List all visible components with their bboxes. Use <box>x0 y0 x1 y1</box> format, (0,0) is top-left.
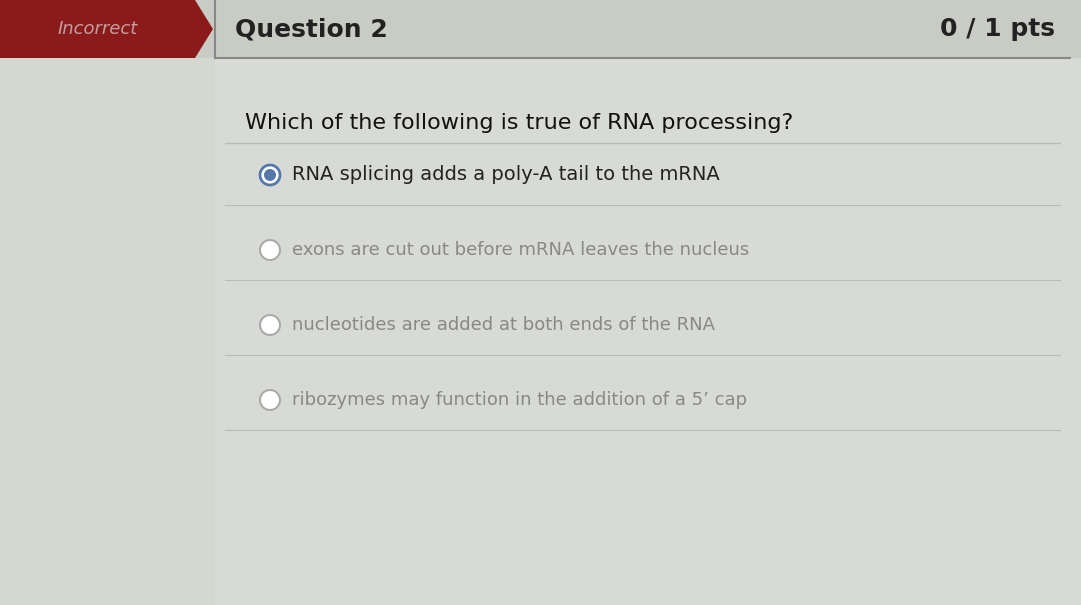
Circle shape <box>261 165 280 185</box>
Text: exons are cut out before mRNA leaves the nucleus: exons are cut out before mRNA leaves the… <box>292 241 749 259</box>
Text: Question 2: Question 2 <box>235 17 388 41</box>
FancyBboxPatch shape <box>215 58 1081 605</box>
FancyBboxPatch shape <box>0 0 1081 58</box>
Text: Which of the following is true of RNA processing?: Which of the following is true of RNA pr… <box>245 113 793 133</box>
Polygon shape <box>0 0 213 58</box>
Circle shape <box>261 240 280 260</box>
Circle shape <box>261 315 280 335</box>
Text: 0 / 1 pts: 0 / 1 pts <box>940 17 1055 41</box>
Text: RNA splicing adds a poly-A tail to the mRNA: RNA splicing adds a poly-A tail to the m… <box>292 166 720 185</box>
Text: ribozymes may function in the addition of a 5’ cap: ribozymes may function in the addition o… <box>292 391 747 409</box>
Circle shape <box>264 169 276 181</box>
Text: Incorrect: Incorrect <box>57 20 137 38</box>
Circle shape <box>261 390 280 410</box>
Text: nucleotides are added at both ends of the RNA: nucleotides are added at both ends of th… <box>292 316 715 334</box>
